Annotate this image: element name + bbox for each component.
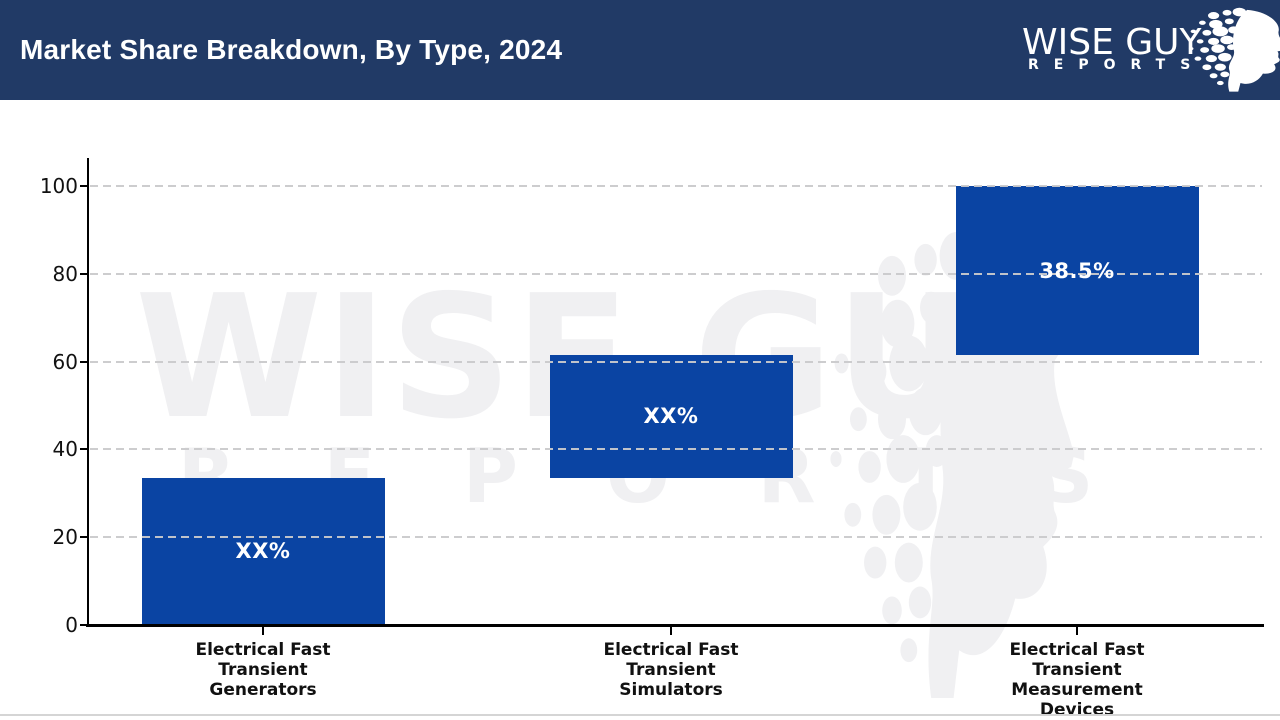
y-axis bbox=[87, 158, 89, 627]
gridline bbox=[90, 448, 1262, 451]
logo-reports-text: REPORTS bbox=[1028, 57, 1206, 73]
y-tick bbox=[80, 185, 87, 187]
x-tick bbox=[1076, 627, 1078, 635]
gridline bbox=[90, 536, 1262, 539]
logo-face-icon bbox=[1188, 7, 1280, 92]
gridline bbox=[90, 360, 1262, 363]
y-tick-label: 0 bbox=[65, 613, 78, 637]
bar-segment bbox=[141, 477, 385, 625]
x-category-label: Electrical Fast Transient Generators bbox=[195, 640, 331, 700]
bar-segment bbox=[549, 355, 793, 478]
y-tick-label: 100 bbox=[39, 174, 78, 198]
y-tick bbox=[80, 624, 87, 626]
y-tick-label: 80 bbox=[52, 261, 78, 286]
gridline bbox=[90, 272, 1262, 275]
wiseguy-logo: WISE GUY REPORTS bbox=[1022, 0, 1280, 100]
logo-wordmark: WISE GUY bbox=[1022, 22, 1202, 63]
x-tick bbox=[670, 627, 672, 635]
bar-value-label: 38.5% bbox=[1039, 258, 1115, 283]
bar-value-label: XX% bbox=[643, 404, 699, 429]
gridline bbox=[90, 185, 1262, 187]
y-tick bbox=[80, 536, 87, 539]
x-axis bbox=[86, 624, 1264, 627]
figure-bottom-border bbox=[0, 714, 1280, 716]
bar-value-label: XX% bbox=[235, 539, 291, 564]
header-banner: Market Share Breakdown, By Type, 2024 WI… bbox=[0, 0, 1280, 100]
y-tick-label: 20 bbox=[52, 525, 78, 550]
y-tick-label: 60 bbox=[52, 349, 78, 374]
bar-segment bbox=[955, 186, 1199, 355]
x-category-label: Electrical Fast Transient Measurement De… bbox=[1009, 640, 1145, 720]
x-category-label: Electrical Fast Transient Simulators bbox=[603, 640, 739, 700]
y-tick bbox=[80, 360, 87, 363]
chart-title: Market Share Breakdown, By Type, 2024 bbox=[20, 34, 563, 65]
x-tick bbox=[262, 627, 264, 635]
y-tick-label: 40 bbox=[52, 437, 78, 462]
y-tick bbox=[80, 448, 87, 451]
y-tick bbox=[80, 272, 87, 275]
